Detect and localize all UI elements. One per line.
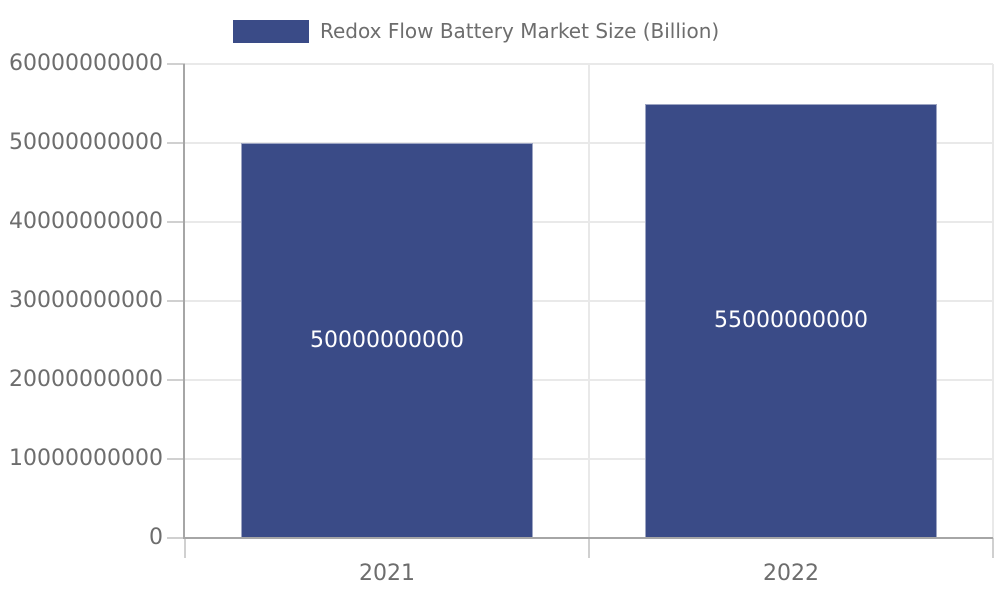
- y-tick: [167, 458, 185, 460]
- x-boundary-line: [992, 64, 994, 538]
- legend-swatch-icon: [233, 20, 309, 43]
- x-tick-label: 2021: [359, 561, 415, 586]
- x-tick: [992, 538, 994, 558]
- y-tick: [167, 142, 185, 144]
- y-tick: [167, 63, 185, 65]
- x-tick: [184, 538, 186, 558]
- y-tick-label: 40000000000: [9, 209, 163, 234]
- x-boundary-line: [588, 64, 590, 538]
- x-tick-label: 2022: [763, 561, 819, 586]
- bar-value-label: 50000000000: [310, 327, 464, 353]
- y-tick-label: 50000000000: [9, 130, 163, 155]
- x-tick: [588, 538, 590, 558]
- y-tick-label: 60000000000: [9, 51, 163, 76]
- y-tick-label: 0: [149, 525, 163, 550]
- y-axis-line: [183, 64, 185, 538]
- bar: [241, 143, 533, 538]
- y-tick: [167, 537, 185, 539]
- y-tick: [167, 300, 185, 302]
- legend: Redox Flow Battery Market Size (Billion): [233, 20, 719, 43]
- y-tick-label: 30000000000: [9, 288, 163, 313]
- bar-value-label: 55000000000: [714, 307, 868, 333]
- legend-label: Redox Flow Battery Market Size (Billion): [320, 19, 720, 43]
- x-axis-line: [183, 537, 993, 539]
- y-tick: [167, 221, 185, 223]
- y-tick: [167, 379, 185, 381]
- y-tick-label: 20000000000: [9, 367, 163, 392]
- y-tick-label: 10000000000: [9, 446, 163, 471]
